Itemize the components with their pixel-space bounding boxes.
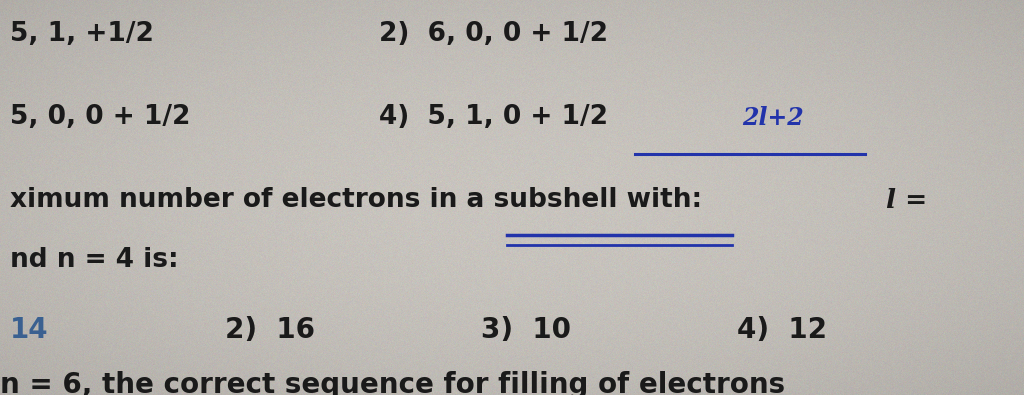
Text: n = 6, the correct sequence for filling of electrons: n = 6, the correct sequence for filling … [0,371,785,395]
Text: 4)  5, 1, 0 + 1/2: 4) 5, 1, 0 + 1/2 [379,104,608,130]
Text: ximum number of electrons in a subshell with:: ximum number of electrons in a subshell … [10,187,712,213]
Text: 14: 14 [10,316,49,344]
Text: 3)  10: 3) 10 [481,316,571,344]
Text: 2)  6, 0, 0 + 1/2: 2) 6, 0, 0 + 1/2 [379,21,608,47]
Text: l =: l = [886,188,927,213]
Text: 2l+2: 2l+2 [742,106,804,130]
Text: 2)  16: 2) 16 [225,316,315,344]
Text: nd n = 4 is:: nd n = 4 is: [10,246,179,273]
Text: 4)  12: 4) 12 [737,316,827,344]
Text: 5, 0, 0 + 1/2: 5, 0, 0 + 1/2 [10,104,190,130]
Text: 5, 1, +1/2: 5, 1, +1/2 [10,21,155,47]
